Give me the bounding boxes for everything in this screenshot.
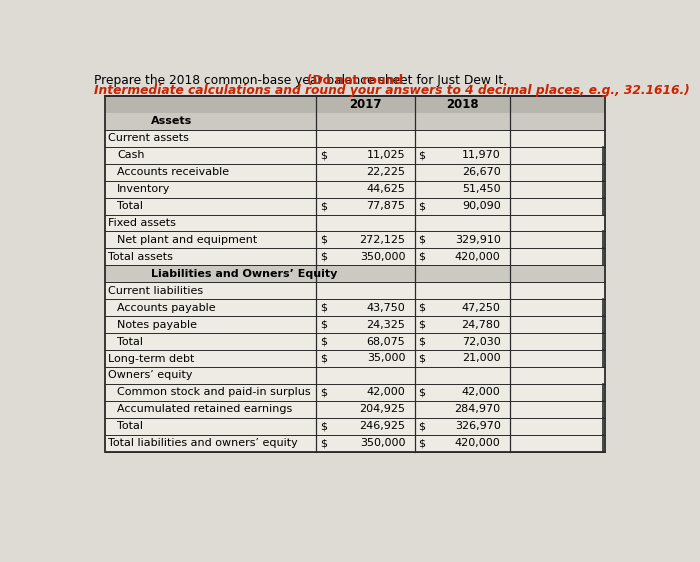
- Bar: [104, 232, 606, 248]
- Text: (Do not round: (Do not round: [307, 74, 403, 87]
- Text: 44,625: 44,625: [366, 184, 405, 194]
- Text: $: $: [320, 387, 327, 397]
- Text: 204,925: 204,925: [359, 404, 405, 414]
- Bar: [104, 147, 606, 164]
- Text: Notes payable: Notes payable: [117, 320, 197, 330]
- Bar: [104, 265, 606, 282]
- Text: $: $: [419, 320, 426, 330]
- Text: $: $: [419, 337, 426, 347]
- Text: $: $: [419, 387, 426, 397]
- Text: Inventory: Inventory: [117, 184, 170, 194]
- Text: Total assets: Total assets: [108, 252, 172, 262]
- Text: 2017: 2017: [349, 98, 382, 111]
- Bar: [104, 418, 606, 435]
- Text: Accounts receivable: Accounts receivable: [117, 167, 229, 177]
- Text: Fixed assets: Fixed assets: [108, 218, 176, 228]
- Text: 326,970: 326,970: [455, 422, 500, 431]
- Text: Total: Total: [117, 337, 143, 347]
- Bar: [104, 113, 606, 130]
- Text: 350,000: 350,000: [360, 252, 405, 262]
- Text: 42,000: 42,000: [462, 387, 500, 397]
- Text: $: $: [320, 235, 327, 245]
- Text: Owners’ equity: Owners’ equity: [108, 370, 192, 380]
- Bar: [104, 384, 606, 401]
- Text: $: $: [320, 422, 327, 431]
- Text: Current assets: Current assets: [108, 133, 188, 143]
- Text: 77,875: 77,875: [366, 201, 405, 211]
- Bar: [104, 180, 606, 198]
- Text: 420,000: 420,000: [455, 252, 500, 262]
- Text: 22,225: 22,225: [366, 167, 405, 177]
- Bar: [104, 333, 606, 350]
- Bar: [104, 282, 606, 299]
- Text: Cash: Cash: [117, 150, 144, 160]
- Text: 72,030: 72,030: [462, 337, 500, 347]
- Text: Accounts payable: Accounts payable: [117, 303, 216, 312]
- Text: $: $: [419, 235, 426, 245]
- Text: Total liabilities and owners’ equity: Total liabilities and owners’ equity: [108, 438, 298, 448]
- Text: Net plant and equipment: Net plant and equipment: [117, 235, 257, 245]
- Text: 51,450: 51,450: [462, 184, 500, 194]
- Text: 246,925: 246,925: [359, 422, 405, 431]
- Text: Total: Total: [117, 422, 143, 431]
- Text: $: $: [320, 320, 327, 330]
- Bar: [104, 350, 606, 367]
- Text: $: $: [419, 252, 426, 262]
- Text: $: $: [419, 438, 426, 448]
- Bar: [104, 198, 606, 215]
- Text: $: $: [320, 337, 327, 347]
- Bar: [104, 215, 606, 232]
- Bar: [104, 164, 606, 180]
- Text: 90,090: 90,090: [462, 201, 500, 211]
- Text: 47,250: 47,250: [462, 303, 500, 312]
- Text: 284,970: 284,970: [454, 404, 500, 414]
- Text: 350,000: 350,000: [360, 438, 405, 448]
- Text: Common stock and paid-in surplus: Common stock and paid-in surplus: [117, 387, 311, 397]
- Bar: [104, 435, 606, 452]
- Text: 42,000: 42,000: [367, 387, 405, 397]
- Text: Liabilities and Owners’ Equity: Liabilities and Owners’ Equity: [151, 269, 337, 279]
- Text: $: $: [419, 303, 426, 312]
- Text: 21,000: 21,000: [462, 353, 500, 364]
- Text: 43,750: 43,750: [367, 303, 405, 312]
- Text: 26,670: 26,670: [462, 167, 500, 177]
- Text: Intermediate calculations and round your answers to 4 decimal places, e.g., 32.1: Intermediate calculations and round your…: [94, 84, 690, 97]
- Bar: [104, 96, 606, 452]
- Text: 35,000: 35,000: [367, 353, 405, 364]
- Text: $: $: [320, 353, 327, 364]
- Text: 329,910: 329,910: [455, 235, 500, 245]
- Bar: [104, 299, 606, 316]
- Text: 24,780: 24,780: [461, 320, 500, 330]
- Text: Long-term debt: Long-term debt: [108, 353, 194, 364]
- Bar: [104, 130, 606, 147]
- Bar: [104, 401, 606, 418]
- Text: Assets: Assets: [151, 116, 192, 126]
- Text: $: $: [419, 422, 426, 431]
- Text: 2018: 2018: [446, 98, 479, 111]
- Text: Total: Total: [117, 201, 143, 211]
- Text: $: $: [320, 303, 327, 312]
- Text: 272,125: 272,125: [359, 235, 405, 245]
- Text: 24,325: 24,325: [366, 320, 405, 330]
- Text: $: $: [419, 150, 426, 160]
- Text: $: $: [320, 252, 327, 262]
- Bar: [104, 367, 606, 384]
- Text: 68,075: 68,075: [367, 337, 405, 347]
- Text: $: $: [320, 201, 327, 211]
- Bar: [104, 96, 606, 113]
- Text: 11,970: 11,970: [462, 150, 500, 160]
- Text: 11,025: 11,025: [367, 150, 405, 160]
- Text: 420,000: 420,000: [455, 438, 500, 448]
- Text: $: $: [419, 353, 426, 364]
- Text: $: $: [320, 150, 327, 160]
- Text: Prepare the 2018 common-base year balance sheet for Just Dew It.: Prepare the 2018 common-base year balanc…: [94, 74, 511, 87]
- Text: Accumulated retained earnings: Accumulated retained earnings: [117, 404, 292, 414]
- Text: Current liabilities: Current liabilities: [108, 285, 203, 296]
- Text: $: $: [419, 201, 426, 211]
- Bar: [104, 316, 606, 333]
- Text: $: $: [320, 438, 327, 448]
- Bar: [104, 248, 606, 265]
